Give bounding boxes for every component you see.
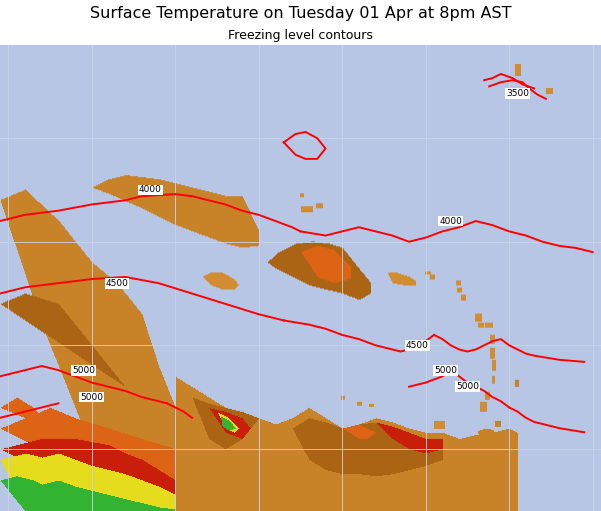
Text: 5000: 5000 — [81, 392, 103, 402]
Text: 4000: 4000 — [139, 185, 162, 195]
Text: 3500: 3500 — [506, 89, 529, 98]
Text: 4500: 4500 — [406, 341, 429, 350]
Text: 4500: 4500 — [105, 278, 128, 288]
Text: 5000: 5000 — [435, 366, 457, 375]
Text: Surface Temperature on Tuesday 01 Apr at 8pm AST: Surface Temperature on Tuesday 01 Apr at… — [90, 6, 511, 21]
Text: 4000: 4000 — [439, 217, 462, 225]
Text: 5000: 5000 — [456, 382, 479, 391]
Text: 5000: 5000 — [72, 366, 95, 375]
Text: Freezing level contours: Freezing level contours — [228, 29, 373, 41]
